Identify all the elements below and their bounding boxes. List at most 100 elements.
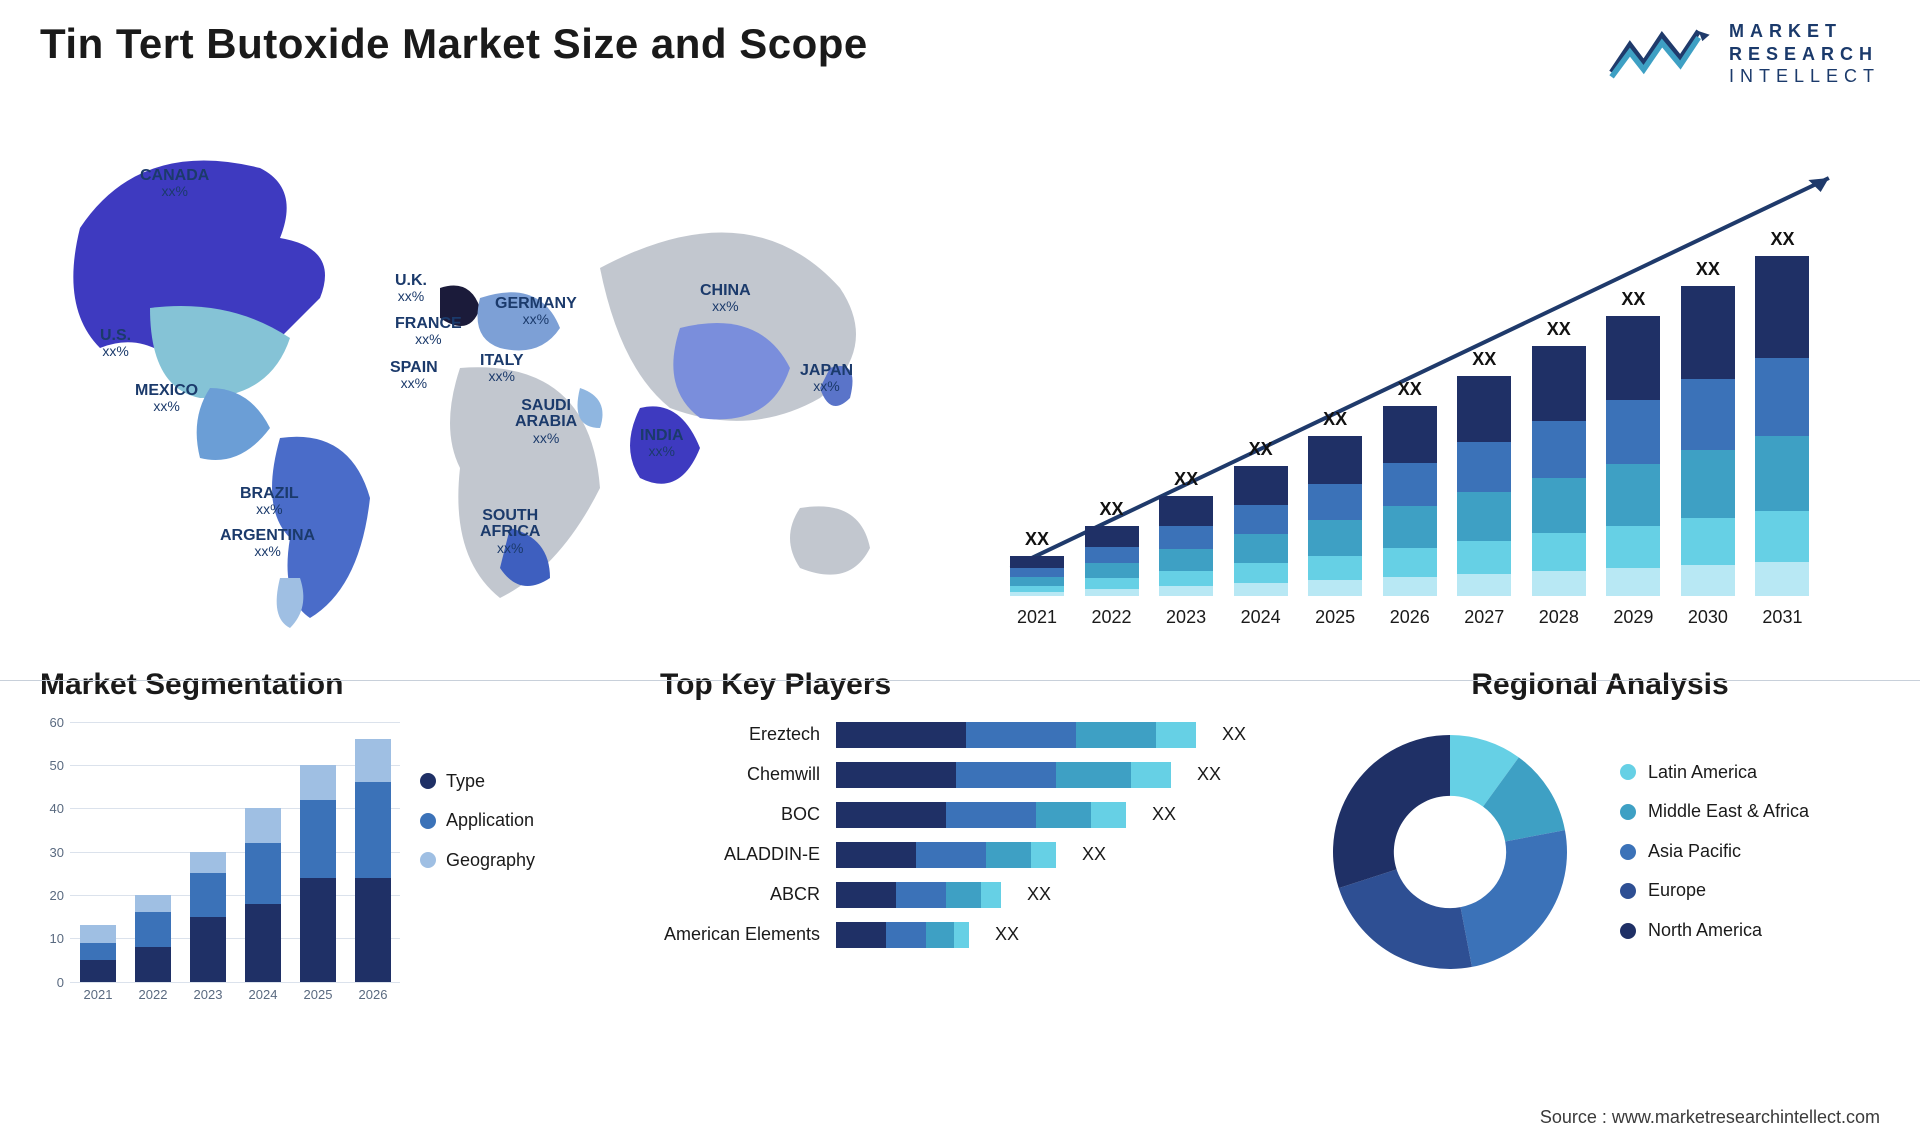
seg-ytick: 0 (40, 975, 64, 990)
forecast-bar (1532, 346, 1586, 596)
regional-legend: Latin AmericaMiddle East & AfricaAsia Pa… (1620, 753, 1809, 951)
forecast-bar-year: 2030 (1681, 607, 1735, 628)
forecast-bar-value: XX (1234, 439, 1288, 460)
forecast-bar-year: 2028 (1532, 607, 1586, 628)
map-label: U.S.xx% (100, 328, 131, 359)
logo-text: MARKET RESEARCH INTELLECT (1729, 20, 1880, 88)
seg-bar (245, 808, 281, 981)
forecast-bar-year: 2029 (1606, 607, 1660, 628)
players-panel: Top Key Players EreztechXXChemwillXXBOCX… (660, 668, 1280, 1002)
forecast-bar (1681, 286, 1735, 596)
forecast-bar (1755, 256, 1809, 596)
regional-panel: Regional Analysis Latin AmericaMiddle Ea… (1320, 668, 1880, 1002)
map-label: SPAINxx% (390, 360, 438, 391)
forecast-bar-year: 2023 (1159, 607, 1213, 628)
player-name: BOC (660, 804, 820, 825)
seg-xtick: 2025 (300, 987, 336, 1002)
forecast-bar-value: XX (1085, 499, 1139, 520)
map-label: GERMANYxx% (495, 296, 577, 327)
segmentation-title: Market Segmentation (40, 668, 620, 702)
seg-bar (190, 852, 226, 982)
player-bar (836, 922, 969, 948)
brand-logo: MARKET RESEARCH INTELLECT (1607, 20, 1880, 88)
regional-donut-chart (1320, 722, 1580, 982)
forecast-bar (1234, 466, 1288, 596)
forecast-bar-year: 2022 (1085, 607, 1139, 628)
player-value: XX (1222, 724, 1246, 745)
forecast-bar-year: 2031 (1755, 607, 1809, 628)
map-label: CANADAxx% (140, 168, 209, 199)
seg-bar (300, 765, 336, 982)
logo-mark-icon (1607, 24, 1717, 84)
player-name: Ereztech (660, 724, 820, 745)
map-label: U.K.xx% (395, 273, 427, 304)
top-row: CANADAxx%U.S.xx%MEXICOxx%BRAZILxx%ARGENT… (40, 108, 1880, 628)
forecast-bar (1308, 436, 1362, 596)
donut-slice (1333, 735, 1450, 888)
forecast-bar-value: XX (1755, 229, 1809, 250)
region-legend-item: North America (1620, 911, 1809, 951)
forecast-bar (1010, 556, 1064, 596)
seg-bar (135, 895, 171, 982)
forecast-bar-value: XX (1383, 379, 1437, 400)
region-legend-item: Asia Pacific (1620, 832, 1809, 872)
seg-ytick: 10 (40, 931, 64, 946)
source-text: Source : www.marketresearchintellect.com (1540, 1107, 1880, 1128)
player-value: XX (1152, 804, 1176, 825)
forecast-bar (1383, 406, 1437, 596)
player-bar (836, 762, 1171, 788)
forecast-bar-year: 2027 (1457, 607, 1511, 628)
donut-slice (1339, 869, 1472, 969)
seg-ytick: 60 (40, 715, 64, 730)
seg-ytick: 30 (40, 845, 64, 860)
forecast-bar (1085, 526, 1139, 596)
player-bar (836, 722, 1196, 748)
player-row: BOC XX (660, 802, 1280, 828)
forecast-bar-year: 2024 (1234, 607, 1288, 628)
forecast-bar-value: XX (1681, 259, 1735, 280)
regional-title: Regional Analysis (1320, 668, 1880, 702)
map-label: INDIAxx% (640, 428, 684, 459)
forecast-bar-year: 2026 (1383, 607, 1437, 628)
segmentation-panel: Market Segmentation 0 10 20 30 40 50 60 2021 202… (40, 668, 620, 1002)
seg-bar (355, 739, 391, 982)
player-value: XX (1197, 764, 1221, 785)
region-legend-item: Europe (1620, 871, 1809, 911)
map-label: SAUDIARABIAxx% (515, 398, 577, 446)
map-label: SOUTHAFRICAxx% (480, 508, 540, 556)
player-value: XX (1082, 844, 1106, 865)
map-label: BRAZILxx% (240, 486, 299, 517)
seg-ytick: 20 (40, 888, 64, 903)
players-chart: EreztechXXChemwillXXBOCXXALADDIN-EXXABCR… (660, 722, 1280, 948)
forecast-bar-value: XX (1532, 319, 1586, 340)
header: Tin Tert Butoxide Market Size and Scope … (40, 20, 1880, 88)
seg-ytick: 40 (40, 801, 64, 816)
seg-xtick: 2021 (80, 987, 116, 1002)
donut-slice (1461, 830, 1567, 967)
seg-legend-item: Application (420, 801, 535, 841)
player-bar (836, 842, 1056, 868)
forecast-bar-value: XX (1010, 529, 1064, 550)
seg-xtick: 2024 (245, 987, 281, 1002)
seg-xtick: 2022 (135, 987, 171, 1002)
seg-ytick: 50 (40, 758, 64, 773)
segmentation-chart: 0102030405060202120222023202420252026 (40, 722, 400, 1002)
map-label: CHINAxx% (700, 283, 751, 314)
map-label: MEXICOxx% (135, 383, 198, 414)
player-value: XX (995, 924, 1019, 945)
players-title: Top Key Players (660, 668, 1280, 702)
forecast-bar-value: XX (1606, 289, 1660, 310)
forecast-bar-year: 2025 (1308, 607, 1362, 628)
page-title: Tin Tert Butoxide Market Size and Scope (40, 20, 868, 68)
forecast-bar-value: XX (1457, 349, 1511, 370)
player-bar (836, 882, 1001, 908)
forecast-bar-value: XX (1308, 409, 1362, 430)
map-label: FRANCExx% (395, 316, 462, 347)
player-value: XX (1027, 884, 1051, 905)
forecast-bar (1159, 496, 1213, 596)
seg-legend-item: Geography (420, 841, 535, 881)
forecast-bar-value: XX (1159, 469, 1213, 490)
player-row: Ereztech XX (660, 722, 1280, 748)
player-row: ChemwillXX (660, 762, 1280, 788)
seg-xtick: 2026 (355, 987, 391, 1002)
